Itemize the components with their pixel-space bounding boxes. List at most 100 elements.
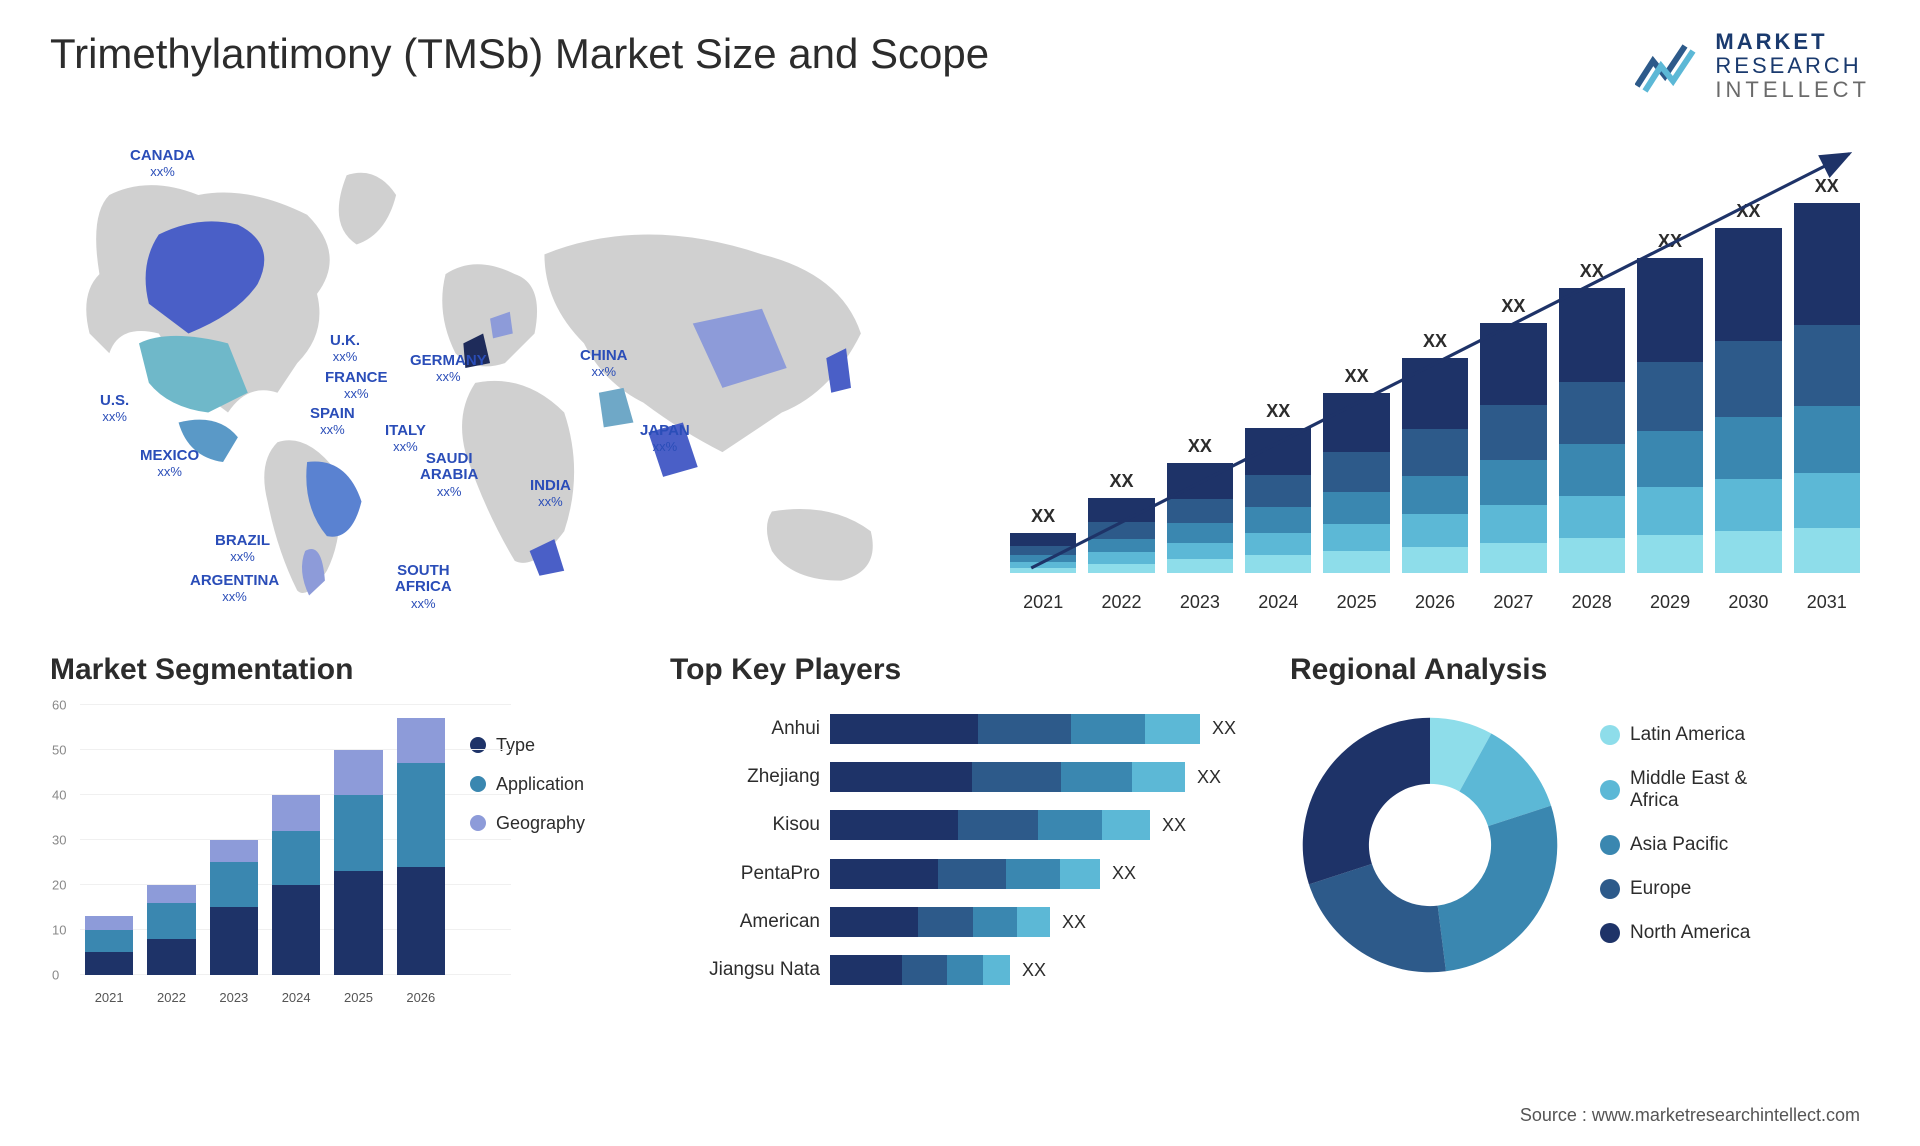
seg-axis-tick: 50 — [52, 742, 66, 757]
regional-title: Regional Analysis — [1290, 653, 1870, 687]
growth-segment — [1088, 564, 1154, 573]
country-label: SOUTHAFRICAxx% — [395, 563, 452, 613]
growth-bars: XXXXXXXXXXXXXXXXXXXXXX — [1010, 173, 1860, 573]
growth-segment — [1715, 479, 1781, 531]
player-value-label: XX — [1162, 815, 1186, 836]
segmentation-column — [147, 885, 195, 975]
legend-item: North America — [1600, 922, 1870, 944]
growth-segment — [1637, 535, 1703, 573]
segmentation-segment — [85, 930, 133, 953]
world-map-svg — [50, 133, 940, 613]
country-label: FRANCExx% — [325, 370, 388, 403]
growth-bar — [1794, 203, 1860, 573]
player-value-label: XX — [1062, 912, 1086, 933]
player-name-label: Anhui — [670, 718, 820, 740]
growth-segment — [1245, 533, 1311, 555]
growth-year-label: 2024 — [1245, 592, 1311, 613]
growth-value-label: XX — [1501, 296, 1525, 317]
growth-bar — [1480, 323, 1546, 573]
growth-year-label: 2028 — [1559, 592, 1625, 613]
growth-segment — [1245, 555, 1311, 572]
player-segment — [830, 762, 972, 792]
growth-segment — [1088, 522, 1154, 539]
country-label: BRAZILxx% — [215, 533, 270, 566]
logo-icon — [1635, 36, 1705, 96]
player-row: XX — [830, 810, 1250, 840]
brand-logo: MARKET RESEARCH INTELLECT — [1635, 30, 1870, 103]
growth-value-label: XX — [1580, 261, 1604, 282]
growth-segment — [1323, 393, 1389, 452]
donut-slice — [1309, 863, 1446, 971]
growth-year-label: 2030 — [1715, 592, 1781, 613]
growth-segment — [1245, 475, 1311, 507]
growth-segment — [1715, 417, 1781, 479]
growth-value-label: XX — [1110, 471, 1134, 492]
seg-axis-tick: 20 — [52, 877, 66, 892]
growth-year-label: 2029 — [1637, 592, 1703, 613]
growth-segment — [1010, 568, 1076, 573]
growth-segment — [1559, 496, 1625, 539]
growth-bar — [1010, 533, 1076, 573]
growth-segment — [1480, 405, 1546, 460]
growth-column: XX — [1088, 471, 1154, 573]
growth-segment — [1088, 552, 1154, 563]
seg-axis-tick: 0 — [52, 967, 59, 982]
growth-bar — [1323, 393, 1389, 573]
country-label: SPAINxx% — [310, 406, 355, 439]
growth-segment — [1088, 539, 1154, 553]
player-segment — [938, 859, 1006, 889]
player-row: XX — [830, 859, 1250, 889]
segmentation-column — [272, 795, 320, 975]
growth-segment — [1323, 551, 1389, 573]
segmentation-segment — [147, 903, 195, 939]
growth-segment — [1559, 444, 1625, 495]
seg-axis-tick: 40 — [52, 787, 66, 802]
segmentation-year-label: 2022 — [147, 990, 195, 1005]
segmentation-chart: 0102030405060 202120222023202420252026 — [50, 705, 450, 1005]
player-bar — [830, 955, 1010, 985]
growth-value-label: XX — [1658, 231, 1682, 252]
legend-label: Europe — [1630, 878, 1691, 900]
growth-segment — [1715, 228, 1781, 342]
growth-segment — [1010, 546, 1076, 555]
growth-segment — [1794, 203, 1860, 325]
country-label: JAPANxx% — [640, 423, 690, 456]
growth-segment — [1010, 533, 1076, 546]
legend-label: Middle East &Africa — [1630, 768, 1747, 812]
player-segment — [1145, 714, 1201, 744]
growth-segment — [1167, 523, 1233, 543]
growth-year-label: 2027 — [1480, 592, 1546, 613]
donut-slice — [1438, 805, 1558, 971]
player-value-label: XX — [1112, 863, 1136, 884]
player-segment — [973, 907, 1017, 937]
player-segment — [830, 907, 918, 937]
growth-value-label: XX — [1423, 331, 1447, 352]
segmentation-year-label: 2023 — [210, 990, 258, 1005]
player-bar — [830, 714, 1200, 744]
growth-value-label: XX — [1815, 176, 1839, 197]
growth-bar — [1715, 228, 1781, 573]
growth-segment — [1480, 543, 1546, 573]
segmentation-segment — [147, 885, 195, 903]
segmentation-year-label: 2024 — [272, 990, 320, 1005]
legend-item: Geography — [470, 813, 630, 834]
legend-label: North America — [1630, 922, 1750, 944]
legend-item: Europe — [1600, 878, 1870, 900]
growth-column: XX — [1480, 296, 1546, 573]
segmentation-segment — [334, 871, 382, 975]
bottom-row: Market Segmentation 0102030405060 202120… — [50, 653, 1870, 1005]
growth-segment — [1715, 531, 1781, 572]
segmentation-column — [397, 718, 445, 975]
growth-segment — [1245, 507, 1311, 533]
player-bar — [830, 810, 1150, 840]
segmentation-column — [85, 916, 133, 975]
growth-segment — [1402, 514, 1468, 546]
country-label: GERMANYxx% — [410, 353, 487, 386]
page-title: Trimethylantimony (TMSb) Market Size and… — [50, 30, 989, 78]
player-row: XX — [830, 955, 1250, 985]
growth-bar — [1088, 498, 1154, 573]
legend-dot — [1600, 835, 1620, 855]
segmentation-column — [334, 750, 382, 975]
growth-bar — [1402, 358, 1468, 573]
growth-segment — [1480, 505, 1546, 543]
